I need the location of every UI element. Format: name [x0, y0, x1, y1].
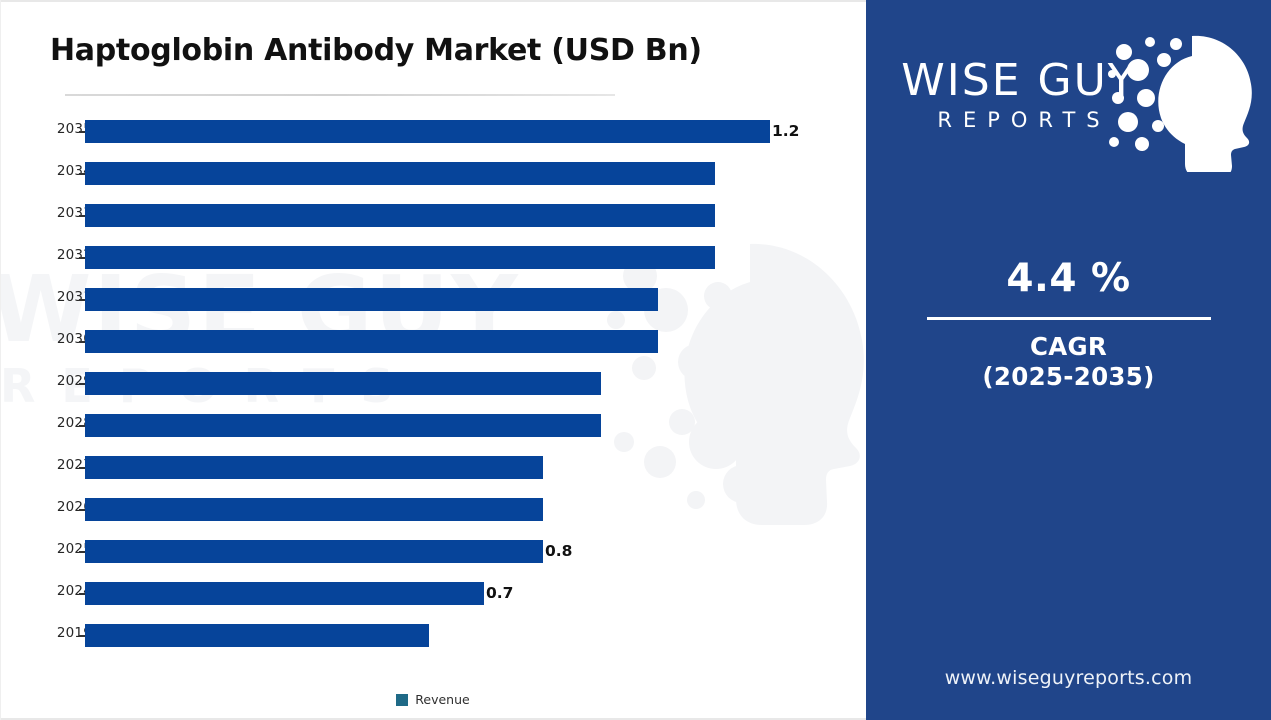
bar	[85, 498, 543, 521]
frame-left-border	[0, 0, 1, 720]
y-axis-tick-label: 2034	[56, 163, 92, 179]
y-axis-tick-mark	[79, 509, 85, 511]
bar-value-label: 0.7	[486, 584, 514, 602]
bar	[85, 246, 715, 269]
bar	[85, 162, 715, 185]
bar-row: 2025 0.8	[0, 532, 866, 574]
y-axis-tick-label: 2028	[56, 415, 92, 431]
y-axis-tick-label: 2030	[56, 331, 92, 347]
bar-row: 2029	[0, 364, 866, 406]
y-axis-tick-mark	[79, 299, 85, 301]
y-axis-tick-label: 2029	[56, 373, 92, 389]
legend-label-revenue: Revenue	[415, 692, 470, 707]
cagr-label-line2: (2025-2035)	[982, 362, 1155, 391]
y-axis-tick-mark	[79, 425, 85, 427]
y-axis-tick-label: 2032	[56, 247, 92, 263]
bar-row: 2030	[0, 322, 866, 364]
bar-row: 2024 0.7	[0, 574, 866, 616]
y-axis-tick-label: 2025	[56, 541, 92, 557]
frame-bottom-border	[0, 718, 866, 720]
y-axis-tick-mark	[79, 131, 85, 133]
bar-row: 2019	[0, 616, 866, 658]
y-axis-tick-label: 2033	[56, 205, 92, 221]
bar	[85, 540, 543, 563]
bar	[85, 414, 601, 437]
legend-swatch-revenue	[396, 693, 409, 706]
y-axis-tick-mark	[79, 257, 85, 259]
cagr-value: 4.4 %	[1006, 256, 1131, 301]
bar-row: 2026	[0, 490, 866, 532]
y-axis-tick-mark	[79, 173, 85, 175]
chart-panel: WISE GUY REPORTS Haptoglob	[0, 33, 866, 707]
title-divider	[65, 94, 615, 96]
bar	[85, 330, 658, 353]
y-axis-tick-label: 2026	[56, 499, 92, 515]
cagr-label-line1: CAGR	[1029, 332, 1108, 361]
wiseguy-logo: WISE GUY REPORTS	[888, 35, 1252, 178]
y-axis-tick-mark	[79, 593, 85, 595]
bar-row: 2027	[0, 448, 866, 490]
y-axis-tick-mark	[79, 551, 85, 553]
bar	[85, 582, 484, 605]
bar	[85, 288, 658, 311]
y-axis-tick-mark	[79, 635, 85, 637]
brand-panel: WISE GUY REPORTS 4.	[866, 0, 1271, 720]
y-axis-tick-label: 2031	[56, 289, 92, 305]
bar-row: 2032	[0, 238, 866, 280]
y-axis-tick-mark	[79, 383, 85, 385]
y-axis-tick-mark	[79, 341, 85, 343]
bar-value-label: 0.8	[545, 542, 573, 560]
bar-row: 2033	[0, 196, 866, 238]
y-axis-tick-label: 2027	[56, 457, 92, 473]
bar-value-label: 1.2	[772, 122, 800, 140]
bar-row: 2028	[0, 406, 866, 448]
bar-row: 2031	[0, 280, 866, 322]
y-axis-tick-label: 2024	[56, 583, 92, 599]
chart-legend: Revenue	[0, 692, 866, 707]
chart-title: Haptoglobin Antibody Market (USD Bn)	[50, 33, 702, 68]
bar	[85, 456, 543, 479]
y-axis-tick-mark	[79, 467, 85, 469]
logo-head-icon	[1106, 32, 1256, 178]
y-axis-tick-label: 2035	[56, 121, 92, 137]
y-axis-tick-mark	[79, 215, 85, 217]
bar	[85, 120, 770, 143]
bar-row: 2035 1.2	[0, 112, 866, 154]
bar	[85, 624, 429, 647]
website-url[interactable]: www.wiseguyreports.com	[944, 667, 1193, 689]
cagr-block: 4.4 % CAGR (2025-2035)	[866, 255, 1271, 392]
logo-wordmark: WISE GUY	[901, 55, 1137, 106]
frame-top-border	[0, 0, 866, 2]
bar	[85, 372, 601, 395]
bar-row: 2034	[0, 154, 866, 196]
logo-subtext: REPORTS	[937, 108, 1111, 132]
y-axis-tick-label: 2019	[56, 625, 92, 641]
cagr-divider	[926, 317, 1211, 320]
bar-plot-area: 2035 1.2 2034 2033 2032 2031 2030 2029 2028 2027 2…	[0, 112, 866, 662]
bar	[85, 204, 715, 227]
